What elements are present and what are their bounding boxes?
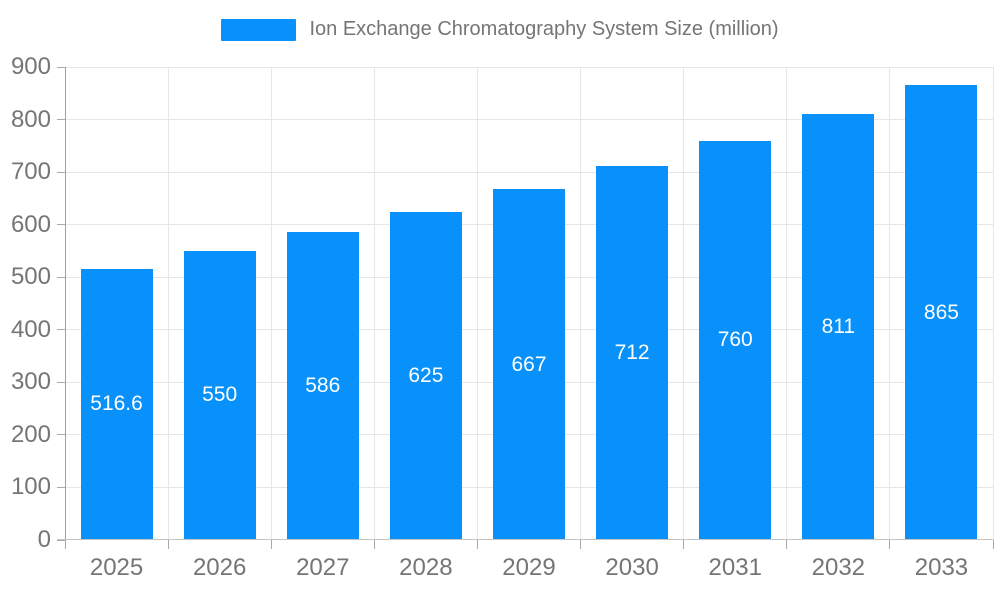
x-axis-label: 2026 (192, 554, 247, 581)
x-axis-label: 2031 (708, 554, 762, 581)
y-axis-tick (57, 486, 65, 488)
y-axis-label: 0 (37, 526, 51, 553)
bar-2029[interactable]: 667 (493, 189, 565, 540)
gridline-v (373, 67, 375, 540)
bar-value-label: 712 (614, 340, 650, 364)
gridline-v (683, 67, 685, 540)
bar-value-label: 811 (821, 314, 856, 338)
y-axis-tick (57, 329, 65, 331)
y-axis-label: 200 (10, 420, 51, 448)
y-axis-tick (57, 381, 65, 383)
y-axis-label: 400 (10, 315, 51, 343)
y-axis-tick (57, 171, 65, 173)
bar-2025[interactable]: 516.6 (80, 268, 153, 540)
legend[interactable]: Ion Exchange Chromatography System Size … (0, 18, 1000, 41)
bar-value-label: 516.6 (90, 392, 143, 416)
x-axis-label: 2032 (811, 554, 866, 581)
bar-value-label: 550 (202, 383, 238, 407)
x-axis-line (57, 539, 993, 540)
y-axis-label: 500 (10, 263, 51, 291)
x-axis-label: 2025 (89, 554, 144, 581)
y-axis-tick (57, 276, 65, 278)
gridline-v (992, 67, 994, 540)
bar-value-label: 760 (717, 328, 753, 352)
bar-2026[interactable]: 550 (183, 250, 256, 540)
x-axis-tick (167, 540, 169, 549)
bar-value-label: 625 (408, 363, 444, 387)
y-axis-line (65, 67, 66, 548)
bar-2032[interactable]: 811 (802, 113, 875, 540)
gridline-v (270, 67, 272, 540)
gridline-h (65, 66, 993, 68)
y-axis-tick (57, 434, 65, 436)
legend-swatch[interactable] (221, 18, 297, 41)
gridline-v (580, 67, 582, 540)
gridline-h (65, 171, 993, 173)
bar-value-label: 865 (923, 300, 959, 324)
x-axis-tick (992, 540, 994, 549)
gridline-v (786, 67, 788, 540)
y-axis-label: 700 (10, 158, 51, 186)
x-axis-tick (476, 540, 478, 549)
x-axis-tick (270, 540, 272, 549)
x-axis-tick (373, 540, 375, 549)
bar-2033[interactable]: 865 (905, 85, 978, 540)
x-axis-tick (64, 540, 66, 549)
plot-area: 516.6 550 586 625 667 712 760 811 865 0 100 200 300… (11, 53, 994, 581)
x-axis-label: 2033 (914, 554, 969, 581)
x-axis-tick (580, 540, 582, 549)
x-axis-tick (889, 540, 891, 549)
y-axis-tick (57, 66, 65, 68)
gridline-v (167, 67, 169, 540)
bar-2028[interactable]: 625 (389, 211, 462, 540)
y-axis-tick (57, 119, 65, 121)
gridline-v (889, 67, 891, 540)
x-axis-label: 2027 (296, 554, 350, 581)
bar-2030[interactable]: 712 (596, 165, 669, 540)
y-axis-label: 800 (10, 105, 51, 133)
bar-value-label: 667 (511, 352, 547, 376)
x-axis-label: 2030 (605, 554, 659, 581)
legend-label: Ion Exchange Chromatography System Size … (309, 18, 779, 40)
bar-2031[interactable]: 760 (699, 140, 772, 540)
y-axis-label: 300 (10, 368, 51, 396)
bar-2027[interactable]: 586 (286, 232, 359, 540)
x-axis-tick (786, 540, 788, 549)
y-axis-label: 100 (10, 473, 51, 501)
y-axis-tick (57, 224, 65, 226)
x-axis-tick (683, 540, 685, 549)
gridline-h (65, 119, 993, 121)
y-axis-label: 600 (10, 210, 51, 238)
x-axis-label: 2029 (502, 554, 556, 581)
gridline-v (476, 67, 478, 540)
y-axis-label: 900 (10, 53, 51, 80)
y-axis-tick (57, 539, 65, 541)
x-axis-label: 2028 (399, 554, 453, 581)
bar-value-label: 586 (305, 374, 341, 398)
